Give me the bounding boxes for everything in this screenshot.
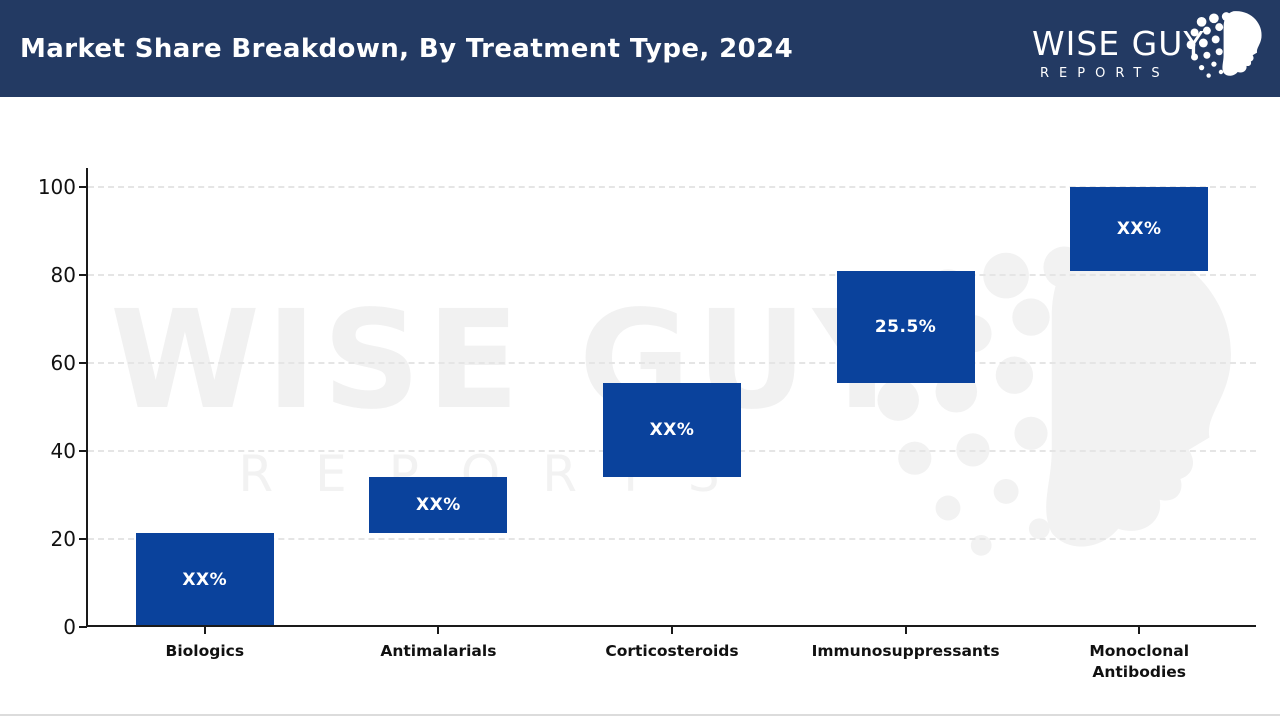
y-axis-line [86,168,88,627]
brand-logo: WISE GUY REPORTS [1012,4,1264,94]
gridline-60 [88,362,1256,364]
x-axis-tick [203,627,206,634]
brand-logo-subtext: REPORTS [1040,66,1170,81]
y-axis-tick [79,274,87,276]
y-axis-tick [79,538,87,540]
y-axis-tick [79,626,87,628]
bar-value-label: XX% [649,419,695,440]
bottom-divider [0,714,1280,716]
y-axis-tick [79,362,87,364]
gridline-100 [88,186,1256,188]
bar-biologics: XX% [135,532,274,627]
bar-value-label: XX% [1116,218,1162,239]
y-axis-tick-label: 0 [63,615,76,639]
x-axis-category-label: Corticosteroids [605,642,739,660]
x-axis-line [86,625,1256,627]
gridline-80 [88,274,1256,276]
bar-monoclonal-antibodies: XX% [1070,187,1209,271]
brand-head-icon [1186,11,1262,78]
watermark-text: WISE GUY [110,282,918,440]
y-axis-tick-label: 100 [37,175,76,199]
y-axis-tick-label: 40 [50,439,76,463]
y-axis-tick-label: 20 [50,527,76,551]
gridline-20 [88,538,1256,540]
x-axis-category-label: Monoclonal Antibodies [1089,642,1190,681]
x-axis-category-label: Antimalarials [380,642,497,660]
bar-value-label: XX% [416,494,461,515]
bar-immunosuppressants: 25.5% [836,270,975,383]
y-axis-tick [79,450,87,452]
bar-value-label: XX% [182,569,228,590]
y-axis-tick [79,186,87,188]
bar-value-label: 25.5% [874,316,937,337]
header-bar: Market Share Breakdown, By Treatment Typ… [0,0,1280,97]
x-axis-tick [437,627,440,634]
bar-corticosteroids: XX% [603,382,741,477]
x-axis-category-label: Biologics [165,642,245,660]
chart-title: Market Share Breakdown, By Treatment Typ… [20,33,794,64]
y-axis-tick-label: 80 [50,263,76,287]
x-axis-tick [1138,627,1141,634]
x-axis-tick [671,627,673,634]
bar-antimalarials: XX% [369,476,508,533]
x-axis-category-label: Immunosuppressants [811,642,1000,660]
brand-logo-text: WISE GUY [1032,24,1205,63]
y-axis-tick-label: 60 [50,351,76,375]
x-axis-tick [904,627,907,634]
